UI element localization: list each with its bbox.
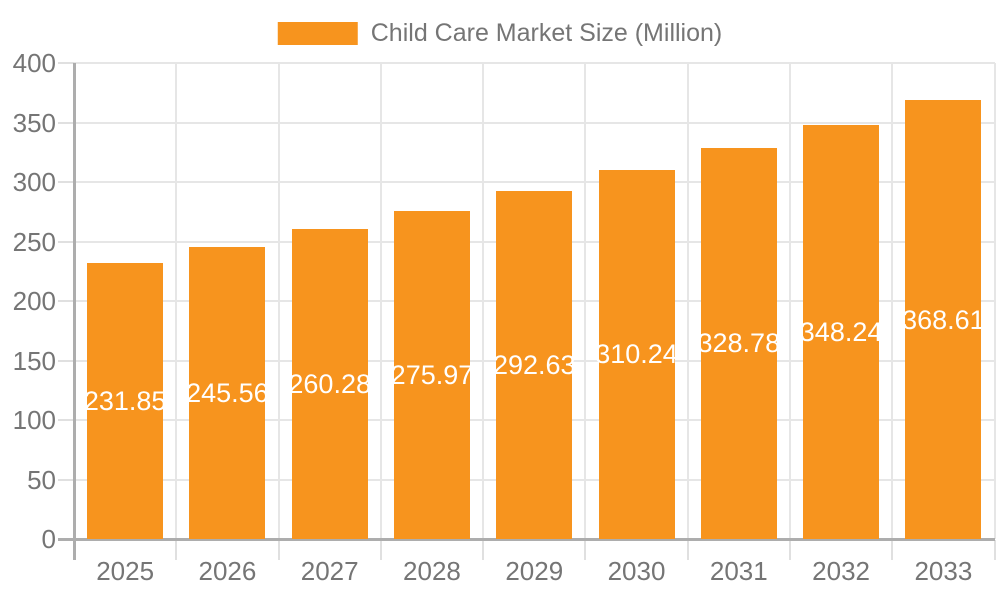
- y-axis-label: 350: [12, 107, 56, 138]
- y-axis-label: 400: [12, 48, 56, 78]
- x-tick: [277, 540, 280, 560]
- x-axis-label: 2032: [812, 556, 870, 586]
- legend-label: Child Care Market Size (Million): [370, 19, 723, 47]
- y-tick: [58, 62, 74, 64]
- bar-value-label: 368.61: [902, 304, 985, 335]
- bar-value-label: 275.97: [390, 359, 474, 390]
- x-axis-label: 2033: [914, 556, 973, 586]
- y-gridline: [74, 121, 995, 124]
- x-gridline: [993, 63, 996, 539]
- bar-2028[interactable]: [393, 210, 470, 539]
- bar-2031[interactable]: [700, 147, 777, 539]
- x-gridline: [277, 63, 280, 539]
- y-axis-label: 300: [12, 167, 56, 197]
- x-gridline: [482, 63, 485, 539]
- y-tick: [58, 419, 74, 421]
- y-tick: [58, 300, 74, 302]
- x-tick: [482, 540, 485, 560]
- x-axis-label: 2029: [505, 556, 564, 586]
- x-tick: [175, 540, 178, 560]
- bar-2027[interactable]: [291, 229, 368, 539]
- bar-value-label: 310.24: [595, 339, 678, 370]
- bar-2025[interactable]: [87, 263, 164, 539]
- x-tick: [788, 540, 791, 560]
- x-gridline: [584, 63, 587, 539]
- y-axis-label: 200: [12, 286, 56, 316]
- x-gridline: [686, 63, 689, 539]
- x-gridline: [175, 63, 178, 539]
- legend-swatch-icon: [277, 21, 358, 45]
- y-tick: [58, 181, 74, 183]
- legend[interactable]: Child Care Market Size (Million): [277, 19, 723, 47]
- x-axis-label: 2025: [96, 556, 155, 586]
- y-tick: [58, 478, 74, 481]
- y-gridline: [74, 62, 995, 64]
- y-tick: [58, 121, 74, 124]
- bar-value-label: 260.28: [288, 369, 371, 400]
- x-tick: [379, 540, 382, 560]
- x-gridline: [891, 63, 894, 539]
- bar-value-label: 292.63: [492, 349, 576, 380]
- bar-value-label: 231.85: [83, 386, 167, 417]
- bar-value-label: 328.78: [697, 328, 781, 359]
- y-axis-label: 150: [12, 345, 56, 376]
- y-axis-label: 0: [41, 524, 56, 554]
- y-gridline: [74, 181, 995, 183]
- y-axis-label: 50: [27, 464, 56, 495]
- bar-2029[interactable]: [496, 190, 573, 539]
- bar-2026[interactable]: [189, 246, 266, 539]
- x-axis-label: 2031: [709, 556, 768, 586]
- y-tick: [58, 240, 74, 243]
- y-axis-label: 250: [12, 226, 56, 257]
- x-axis-label: 2027: [300, 556, 359, 586]
- x-gridline: [788, 63, 791, 539]
- bar-value-label: 348.24: [799, 316, 883, 347]
- x-tick: [993, 540, 996, 560]
- x-axis-line: [58, 538, 995, 541]
- x-tick: [584, 540, 587, 560]
- y-axis-label: 100: [12, 405, 56, 435]
- bar-value-label: 245.56: [186, 377, 269, 408]
- bar-2032[interactable]: [803, 124, 880, 539]
- x-tick: [891, 540, 894, 560]
- x-axis-label: 2026: [198, 556, 257, 586]
- x-axis-label: 2030: [607, 556, 666, 586]
- bar-2033[interactable]: [905, 100, 982, 539]
- x-tick: [686, 540, 689, 560]
- y-axis-line: [72, 63, 76, 560]
- x-gridline: [379, 63, 382, 539]
- bar-2030[interactable]: [598, 169, 675, 539]
- x-axis-label: 2028: [403, 556, 461, 586]
- y-tick: [58, 359, 74, 362]
